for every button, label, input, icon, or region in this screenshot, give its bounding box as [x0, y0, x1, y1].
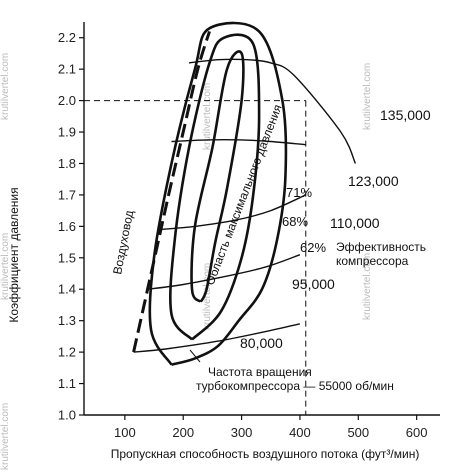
y-tick-label: 2.0 [58, 93, 76, 108]
speed-line-110000 [159, 194, 307, 231]
watermark-text: krutilvertel.com [0, 233, 11, 300]
watermark-text: krutilvertel.com [0, 53, 11, 120]
speed-label-135000: 135,000 [380, 107, 431, 123]
speed-label-123000: 123,000 [348, 173, 399, 189]
watermark-text: krutilvertel.com [202, 263, 213, 330]
y-tick-label: 1.5 [58, 250, 76, 265]
efficiency-label-68: 68% [282, 214, 308, 229]
watermark-text: krutilvertel.com [0, 403, 11, 470]
x-tick-label: 100 [114, 425, 136, 440]
x-tick-label: 600 [406, 425, 428, 440]
efficiency-note-line2: компрессора [336, 254, 409, 268]
speed-lines [133, 58, 357, 353]
speed-label-80000: 80,000 [240, 335, 283, 351]
x-axis-ticks: 100 200 300 400 500 600 [114, 415, 428, 440]
turbo-speed-pointer [189, 349, 201, 363]
y-tick-label: 2.1 [58, 62, 76, 77]
y-tick-label: 1.6 [58, 219, 76, 234]
surge-line [132, 30, 211, 353]
y-tick-label: 1.7 [58, 187, 76, 202]
speed-line-95000 [148, 254, 301, 290]
watermark-layer: krutilvertel.com krutilvertel.com krutilve… [0, 53, 373, 470]
y-tick-label: 1.9 [58, 125, 76, 140]
watermark-text: krutilvertel.com [362, 63, 373, 130]
efficiency-note-line1: Эффективность [336, 240, 426, 254]
speed-line-80000 [133, 323, 301, 353]
speed-line-135000 [188, 58, 357, 164]
efficiency-island-62 [148, 21, 288, 366]
turbo-speed-note-line1: Частота вращения [208, 365, 312, 379]
x-axis-title: Пропускная способность воздушного потока… [111, 447, 420, 461]
x-tick-label: 300 [231, 425, 253, 440]
surge-line-path [132, 30, 211, 353]
efficiency-island-71 [190, 50, 245, 303]
y-tick-label: 1.3 [58, 313, 76, 328]
efficiency-label-71: 71% [286, 185, 312, 200]
y-tick-label: 1.0 [58, 408, 76, 423]
efficiency-islands [148, 21, 288, 366]
watermark-text: krutilvertel.com [362, 253, 373, 320]
speed-label-95000: 95,000 [292, 276, 335, 292]
turbo-speed-note-line2: турбокомпрессора — 55000 об/мин [196, 379, 394, 393]
x-tick-label: 200 [172, 425, 194, 440]
efficiency-label-62: 62% [300, 240, 326, 255]
reference-lines [84, 100, 307, 415]
y-axis-ticks: 1.0 1.1 1.2 1.3 1.4 1.5 1.6 1.7 1.8 1.9 2.0 2.1 2.2 [58, 30, 84, 423]
surge-label: Воздуховод [110, 209, 136, 275]
speed-line-123000 [171, 138, 306, 146]
y-tick-label: 1.2 [58, 345, 76, 360]
x-tick-label: 400 [289, 425, 311, 440]
y-tick-label: 2.2 [58, 30, 76, 45]
x-tick-label: 500 [347, 425, 369, 440]
y-tick-label: 1.4 [58, 282, 76, 297]
y-axis-title: Коэффициент давления [7, 187, 21, 322]
watermark-text: krutilvertel.com [202, 83, 213, 150]
y-tick-label: 1.1 [58, 376, 76, 391]
y-tick-label: 1.8 [58, 156, 76, 171]
efficiency-island-68 [169, 33, 261, 341]
speed-label-110000: 110,000 [330, 215, 380, 231]
